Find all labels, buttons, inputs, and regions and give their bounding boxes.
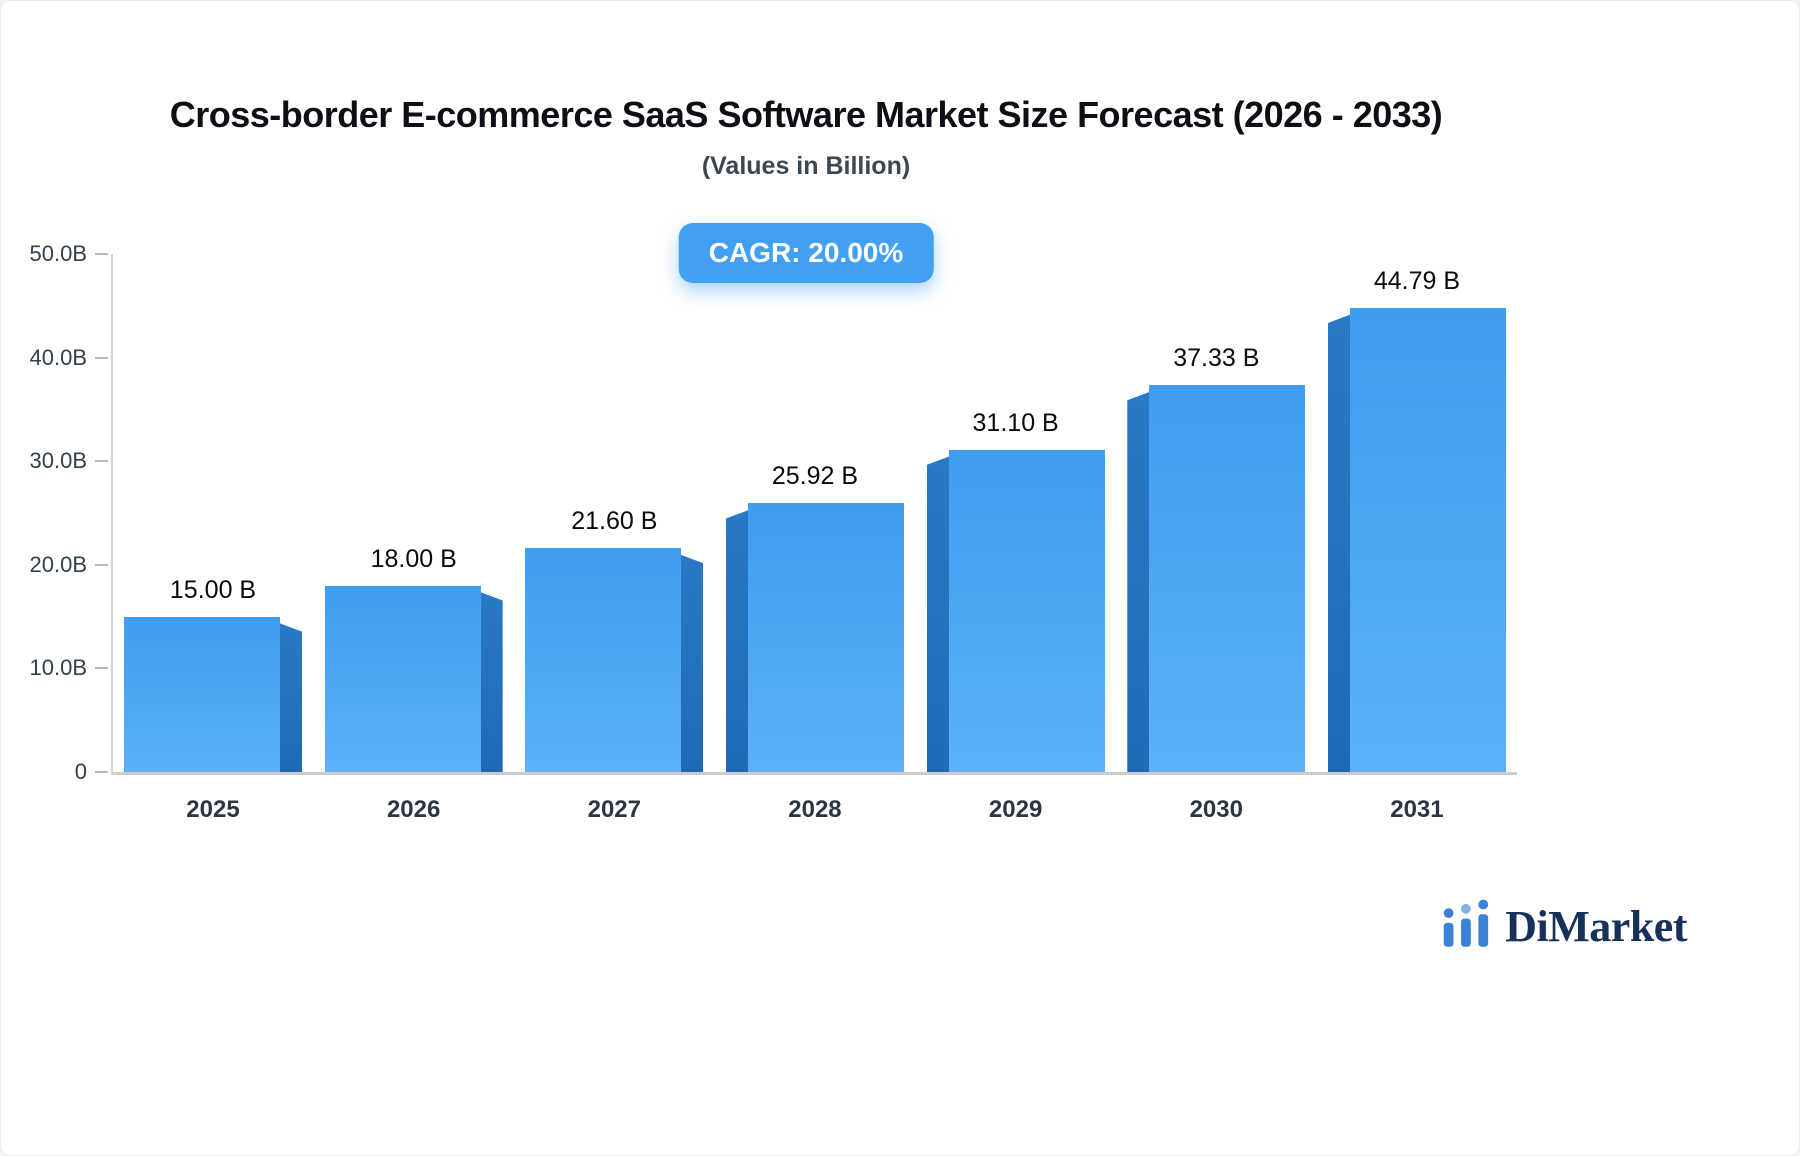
bar-slot: 18.00 B 2026 [314, 254, 514, 823]
bar-2029 [926, 449, 1105, 772]
y-tick-label: 50.0B [29, 241, 88, 266]
dimarket-logo-icon [1441, 899, 1493, 954]
y-tick-mark [95, 563, 108, 566]
bar-face [1349, 307, 1506, 772]
bar-face [747, 503, 904, 772]
bar-value-label: 21.60 B [571, 507, 658, 536]
bar-face [124, 616, 280, 772]
bar-value-label: 44.79 B [1373, 266, 1461, 295]
x-axis-label: 2030 [1189, 796, 1243, 823]
bar-slot: 25.92 B 2028 [715, 254, 915, 823]
bar-slot: 31.10 B 2029 [916, 254, 1116, 823]
y-tick-mark [95, 356, 108, 359]
y-tick-mark [95, 771, 108, 773]
bar-face [948, 449, 1105, 772]
bar-2031 [1327, 307, 1506, 772]
bar-3d-edge [278, 622, 302, 772]
bar-3d-edge [478, 591, 503, 772]
bar-slot: 37.33 B 2030 [1116, 254, 1316, 823]
x-axis-label: 2028 [788, 796, 842, 823]
bar-2025 [124, 616, 302, 772]
chart-content: Cross-border E-commerce SaaS Software Ma… [1, 1, 1611, 1155]
y-tick-label: 20.0B [29, 551, 88, 577]
bar-3d-edge [1127, 391, 1152, 772]
bar-2027 [525, 548, 704, 772]
bar-3d-edge [679, 554, 704, 772]
bar-slot: 44.79 B 2031 [1317, 254, 1517, 823]
chart-subtitle: (Values in Billion) [701, 152, 911, 180]
y-tick-mark [95, 460, 108, 463]
y-tick-label: 40.0B [29, 344, 88, 370]
bar-face [324, 585, 481, 772]
bar-value-label: 18.00 B [370, 544, 457, 573]
bar-slot: 21.60 B 2027 [514, 254, 714, 823]
y-tick-label: 10.0B [29, 655, 88, 681]
x-axis-label: 2027 [587, 796, 641, 823]
x-axis-label: 2026 [386, 796, 441, 823]
bar-3d-edge [926, 455, 951, 772]
y-tick-label: 0 [74, 759, 87, 784]
chart-title: Cross-border E-commerce SaaS Software Ma… [169, 94, 1443, 135]
x-axis-label: 2025 [186, 796, 240, 823]
bar-2026 [324, 585, 503, 772]
bar-value-label: 31.10 B [972, 408, 1059, 437]
bar-slot: 15.00 B 2025 [113, 254, 313, 823]
bar-2030 [1127, 385, 1306, 772]
y-tick-mark [95, 253, 108, 255]
bar-value-label: 37.33 B [1173, 344, 1260, 373]
cagr-badge: CAGR: 20.00% [678, 223, 934, 283]
bar-3d-edge [725, 509, 750, 772]
bar-2028 [725, 503, 904, 772]
dimarket-logo: DiMarket [1441, 899, 1687, 954]
y-tick-label: 30.0B [29, 448, 88, 474]
bars-container: 15.00 B 2025 18.00 B 2026 21.60 B 2027 25.92 B… [113, 254, 1517, 823]
bar-value-label: 15.00 B [169, 575, 257, 604]
bar-value-label: 25.92 B [771, 462, 859, 491]
bar-face [1149, 385, 1306, 772]
bar-3d-edge [1327, 313, 1352, 772]
plot-area: 0 10.0B 20.0B 30.0B 40.0B 50.0B 15.00 B 2025 18… [30, 241, 1517, 823]
dimarket-logo-text: DiMarket [1505, 902, 1687, 951]
x-axis-label: 2031 [1390, 796, 1444, 823]
y-tick-mark [95, 667, 108, 670]
bar-face [525, 548, 682, 772]
x-axis-label: 2029 [988, 796, 1043, 823]
